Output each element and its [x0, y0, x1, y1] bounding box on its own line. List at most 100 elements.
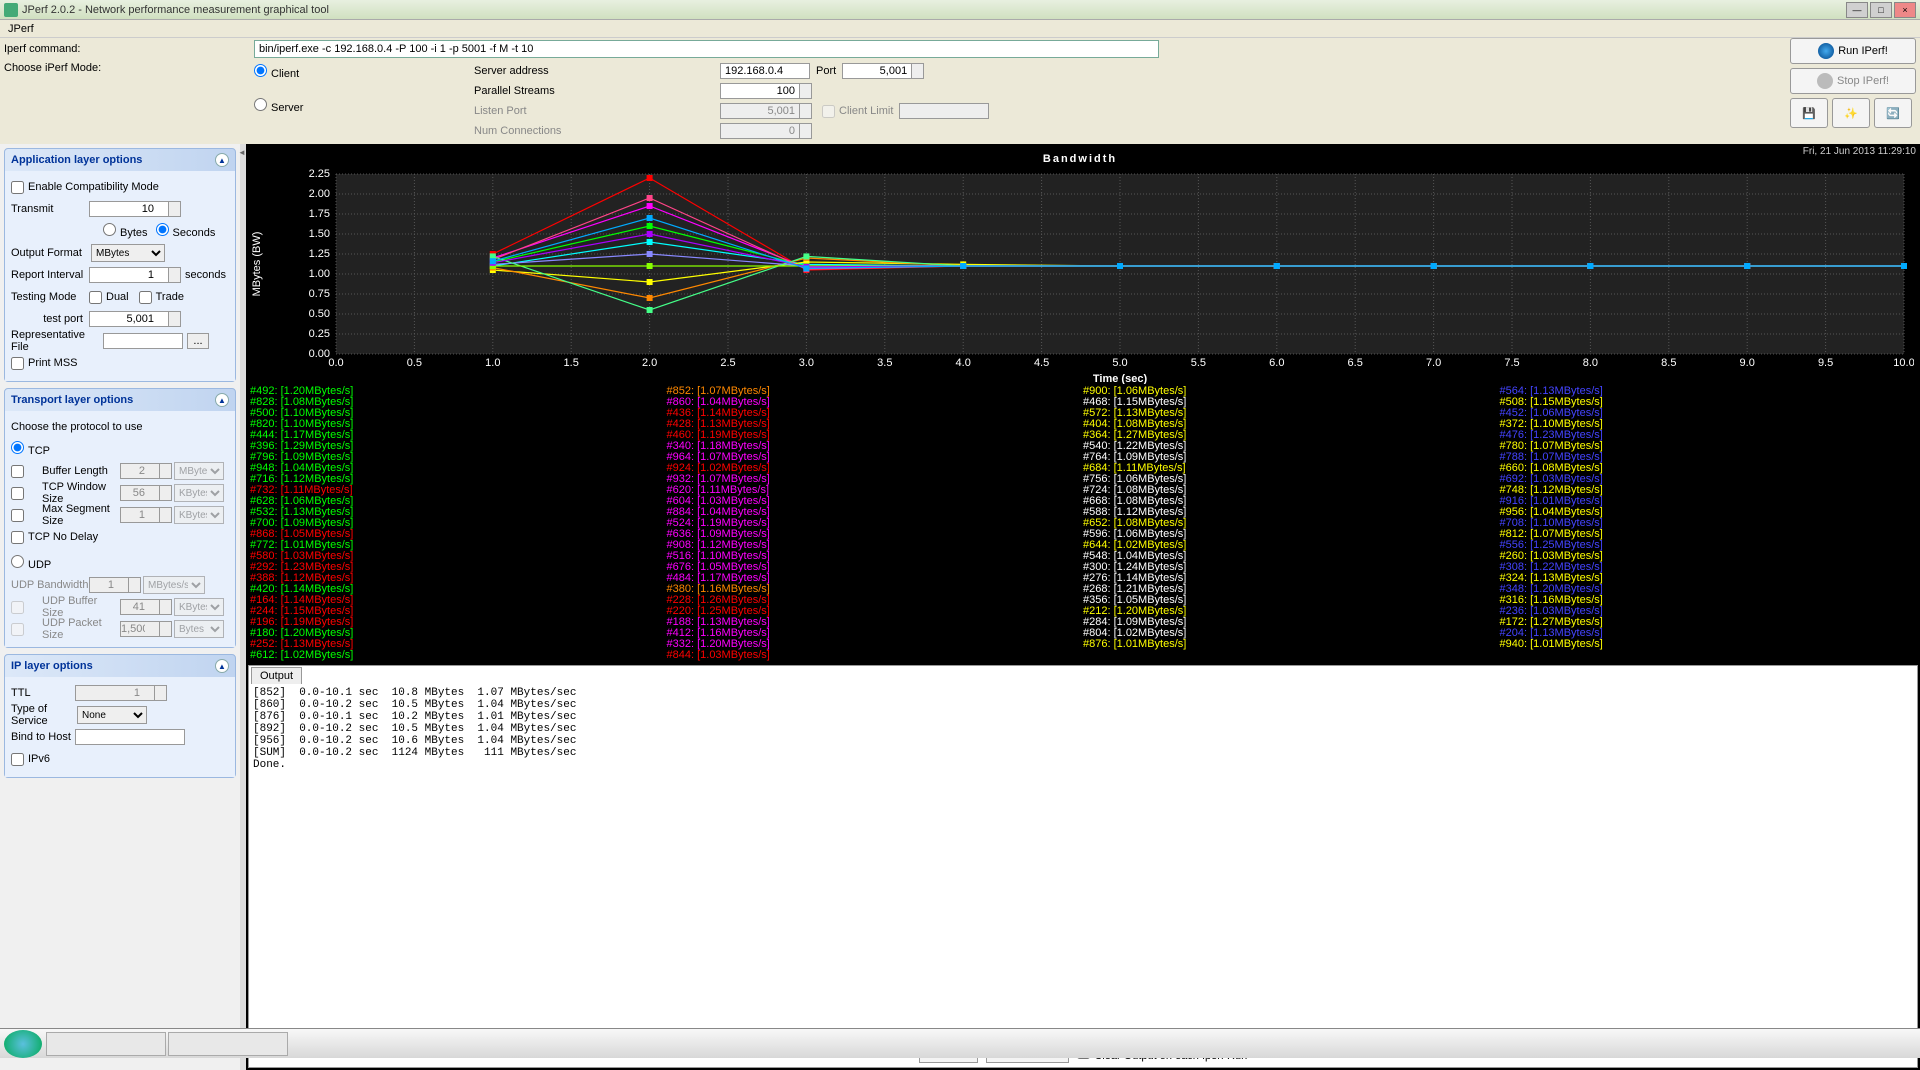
- svg-text:3.5: 3.5: [877, 357, 892, 369]
- listen-port-label: Listen Port: [474, 105, 720, 117]
- server-address-input[interactable]: [720, 63, 810, 79]
- run-iperf-button[interactable]: Run IPerf!: [1790, 38, 1916, 64]
- refresh-icon-button[interactable]: 🔄: [1874, 98, 1912, 128]
- port-input[interactable]: [842, 63, 912, 79]
- stop-icon: [1817, 73, 1833, 89]
- num-connections-label: Num Connections: [474, 125, 720, 137]
- svg-text:3.0: 3.0: [799, 357, 814, 369]
- rep-file-browse-button[interactable]: ...: [187, 333, 209, 349]
- chart-legend: #492: [1.20MBytes/s]#828: [1.08MBytes/s]…: [246, 384, 1920, 663]
- window-titlebar: JPerf 2.0.2 - Network performance measur…: [0, 0, 1920, 20]
- taskbar-item[interactable]: [168, 1032, 288, 1056]
- ttl-input: [75, 685, 155, 701]
- udp-bw-unit: MBytes/sec: [143, 576, 205, 594]
- svg-text:6.5: 6.5: [1348, 357, 1363, 369]
- choose-protocol-label: Choose the protocol to use: [11, 417, 229, 437]
- udp-packet-input: [120, 621, 160, 637]
- output-format-select[interactable]: MBytes: [91, 244, 165, 262]
- svg-text:Time (sec): Time (sec): [1093, 373, 1148, 384]
- tcp-radio[interactable]: TCP: [11, 441, 50, 457]
- ipv6-check[interactable]: [11, 753, 24, 766]
- svg-text:MBytes (BW): MBytes (BW): [251, 232, 263, 297]
- svg-text:5.5: 5.5: [1191, 357, 1206, 369]
- svg-text:1.0: 1.0: [485, 357, 500, 369]
- save-icon-button[interactable]: 💾: [1790, 98, 1828, 128]
- minimize-button[interactable]: —: [1846, 2, 1868, 18]
- port-label: Port: [816, 65, 836, 77]
- svg-text:1.50: 1.50: [309, 228, 330, 240]
- transmit-label: Transmit: [11, 203, 89, 215]
- bytes-radio[interactable]: Bytes: [103, 223, 148, 239]
- client-radio[interactable]: Client: [254, 64, 474, 80]
- tcp-window-unit: KBytes: [174, 484, 224, 502]
- windows-taskbar: [0, 1028, 1920, 1058]
- svg-text:0.00: 0.00: [309, 348, 330, 360]
- content-area: Fri, 21 Jun 2013 11:29:10 Bandwidth0.000…: [246, 144, 1920, 1070]
- menubar: JPerf: [0, 20, 1920, 38]
- udp-packet-check: [11, 623, 24, 636]
- taskbar-item[interactable]: [46, 1032, 166, 1056]
- max-segment-input: [120, 507, 160, 523]
- svg-text:0.0: 0.0: [328, 357, 343, 369]
- output-text[interactable]: [852] 0.0-10.1 sec 10.8 MBytes 1.07 MByt…: [249, 683, 1917, 1040]
- transport-layer-header[interactable]: Transport layer options ▲: [5, 389, 235, 411]
- collapse-icon[interactable]: ▲: [215, 393, 229, 407]
- menu-jperf[interactable]: JPerf: [4, 23, 38, 35]
- client-limit-input: [899, 103, 989, 119]
- rep-file-input[interactable]: [103, 333, 183, 349]
- collapse-icon[interactable]: ▲: [215, 659, 229, 673]
- iperf-command-input[interactable]: [254, 40, 1159, 58]
- compat-mode-check[interactable]: [11, 181, 24, 194]
- ip-layer-panel: IP layer options ▲ TTL Type of Service N…: [4, 654, 236, 778]
- tcp-window-check[interactable]: [11, 487, 24, 500]
- tcp-nodelay-check[interactable]: [11, 531, 24, 544]
- udp-buffer-check: [11, 601, 24, 614]
- print-mss-check[interactable]: [11, 357, 24, 370]
- svg-text:2.0: 2.0: [642, 357, 657, 369]
- trade-check[interactable]: [139, 291, 152, 304]
- wizard-icon-button[interactable]: ✨: [1832, 98, 1870, 128]
- svg-text:2.00: 2.00: [309, 188, 330, 200]
- app-layer-header[interactable]: Application layer options ▲: [5, 149, 235, 171]
- parallel-spinner[interactable]: [800, 83, 812, 99]
- buffer-length-check[interactable]: [11, 465, 24, 478]
- dual-check[interactable]: [89, 291, 102, 304]
- collapse-icon[interactable]: ▲: [215, 153, 229, 167]
- buffer-length-unit: MBytes: [174, 462, 224, 480]
- report-interval-input[interactable]: [89, 267, 169, 283]
- test-port-label: test port: [11, 313, 89, 325]
- svg-text:1.75: 1.75: [309, 208, 330, 220]
- svg-text:0.25: 0.25: [309, 328, 330, 340]
- bind-host-input[interactable]: [75, 729, 185, 745]
- wand-icon: ✨: [1844, 107, 1858, 120]
- tos-label: Type of Service: [11, 703, 75, 727]
- close-button[interactable]: ×: [1894, 2, 1916, 18]
- stop-iperf-button[interactable]: Stop IPerf!: [1790, 68, 1916, 94]
- svg-text:5.0: 5.0: [1112, 357, 1127, 369]
- seconds-radio[interactable]: Seconds: [156, 223, 216, 239]
- test-port-input[interactable]: [89, 311, 169, 327]
- maximize-button[interactable]: □: [1870, 2, 1892, 18]
- ttl-label: TTL: [11, 687, 75, 699]
- bandwidth-chart: Fri, 21 Jun 2013 11:29:10 Bandwidth0.000…: [246, 144, 1920, 384]
- server-address-label: Server address: [474, 65, 720, 77]
- svg-text:0.5: 0.5: [407, 357, 422, 369]
- transmit-input[interactable]: [89, 201, 169, 217]
- port-spinner[interactable]: [912, 63, 924, 79]
- listen-port-input: [720, 103, 800, 119]
- udp-radio[interactable]: UDP: [11, 555, 51, 571]
- tos-select[interactable]: None: [77, 706, 147, 724]
- parallel-streams-input[interactable]: [720, 83, 800, 99]
- max-segment-check[interactable]: [11, 509, 24, 522]
- app-layer-panel: Application layer options ▲ Enable Compa…: [4, 148, 236, 382]
- iperf-command-label: Iperf command:: [4, 43, 254, 55]
- server-radio[interactable]: Server: [254, 98, 474, 114]
- udp-buffer-unit: KBytes: [174, 598, 224, 616]
- udp-bw-input: [89, 577, 129, 593]
- output-tab[interactable]: Output: [251, 667, 302, 684]
- legend-item: #940: [1.01MBytes/s]: [1500, 639, 1917, 650]
- client-limit-check: [822, 105, 835, 118]
- ip-layer-header[interactable]: IP layer options ▲: [5, 655, 235, 677]
- transport-layer-panel: Transport layer options ▲ Choose the pro…: [4, 388, 236, 648]
- start-button[interactable]: [4, 1030, 42, 1058]
